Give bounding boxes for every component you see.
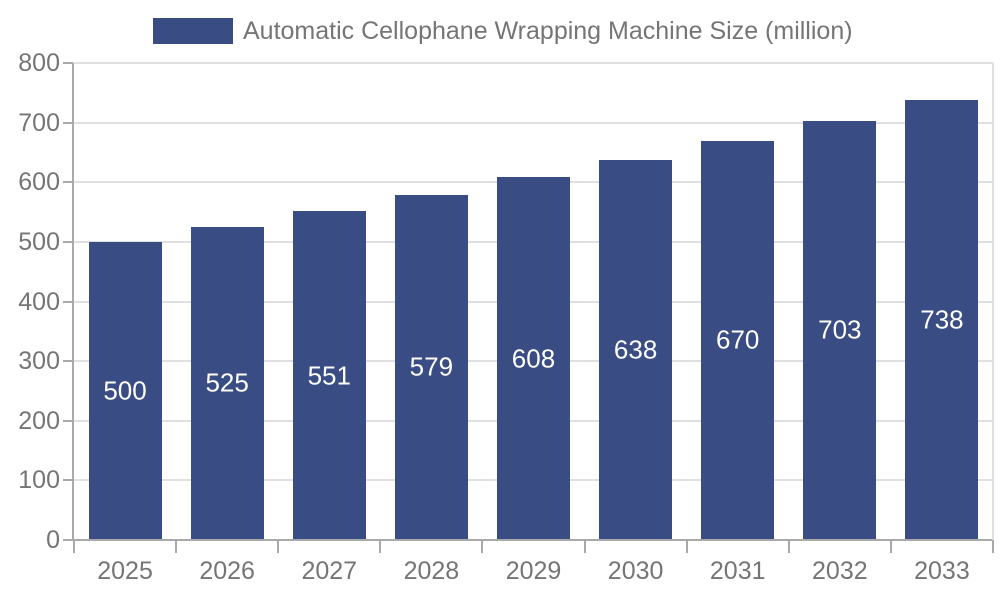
y-axis-tick-label: 800 [18, 49, 60, 77]
gridline [74, 62, 993, 65]
y-axis-tick-label: 600 [18, 168, 60, 197]
x-axis-tick-label: 2026 [199, 557, 255, 585]
bar-value-label: 525 [205, 367, 249, 398]
bar-value-label: 738 [920, 304, 964, 335]
y-axis-tick-label: 500 [18, 227, 60, 256]
y-axis-tick [63, 479, 73, 482]
legend-label: Automatic Cellophane Wrapping Machine Si… [243, 16, 853, 45]
x-axis-tick-label: 2027 [301, 557, 358, 585]
x-axis-tick-label: 2030 [607, 557, 664, 585]
y-axis-tick [63, 539, 73, 541]
x-axis-tick [481, 540, 484, 553]
x-axis-tick-label: 2032 [812, 557, 868, 585]
y-axis-tick [63, 62, 73, 64]
bar[interactable]: 638 [599, 159, 673, 540]
bar-value-label: 703 [818, 314, 862, 345]
x-axis-tick [889, 540, 892, 553]
y-axis-tick [63, 181, 73, 184]
x-axis-tick-label: 2031 [709, 557, 766, 585]
bar-value-label: 670 [716, 324, 760, 355]
x-axis-tick [992, 540, 994, 553]
y-axis-tick [63, 300, 73, 303]
bar-value-label: 500 [103, 375, 147, 406]
y-axis-tick-label: 0 [46, 526, 60, 554]
bar[interactable]: 551 [292, 211, 366, 540]
bar[interactable]: 500 [88, 241, 162, 540]
y-axis-line [72, 63, 74, 540]
y-axis-tick [63, 419, 73, 422]
x-axis-tick [379, 540, 382, 553]
x-axis-tick-label: 2029 [505, 557, 562, 585]
legend-swatch [153, 18, 233, 44]
bar[interactable]: 738 [905, 99, 979, 540]
bar-value-label: 579 [409, 351, 454, 382]
plot-area: 500 525 551 579 608 638 670 703 738 [74, 62, 993, 540]
y-axis-tick-label: 300 [18, 347, 60, 376]
y-axis-tick [63, 360, 73, 363]
x-axis-tick [175, 540, 178, 553]
bar-value-label: 551 [307, 360, 351, 391]
x-axis-tick [787, 540, 790, 553]
x-axis-tick [685, 540, 688, 553]
y-axis-tick [63, 240, 73, 243]
bar[interactable]: 579 [394, 194, 468, 540]
x-axis-tick-label: 2033 [914, 557, 970, 585]
y-axis-tick [63, 121, 73, 124]
x-axis-tick-label: 2025 [97, 557, 153, 585]
bar[interactable]: 670 [701, 140, 775, 540]
x-axis-tick [583, 540, 586, 553]
y-axis-tick-label: 400 [18, 287, 60, 316]
bar-value-label: 638 [613, 334, 658, 365]
y-axis-tick-label: 100 [18, 466, 60, 495]
y-axis-tick-label: 200 [18, 406, 60, 435]
x-axis-tick [277, 540, 280, 553]
bar-value-label: 608 [511, 343, 556, 374]
plot-right-border [992, 63, 994, 540]
y-axis-tick-label: 700 [18, 108, 60, 137]
x-axis-tick-label: 2028 [403, 557, 460, 585]
legend-item[interactable]: Automatic Cellophane Wrapping Machine Si… [153, 17, 853, 45]
x-axis-tick [73, 540, 75, 553]
gridline [74, 121, 993, 124]
bar[interactable]: 703 [803, 120, 877, 540]
x-axis-line [72, 539, 993, 541]
bar[interactable]: 608 [497, 177, 570, 540]
bar[interactable]: 525 [190, 226, 264, 540]
